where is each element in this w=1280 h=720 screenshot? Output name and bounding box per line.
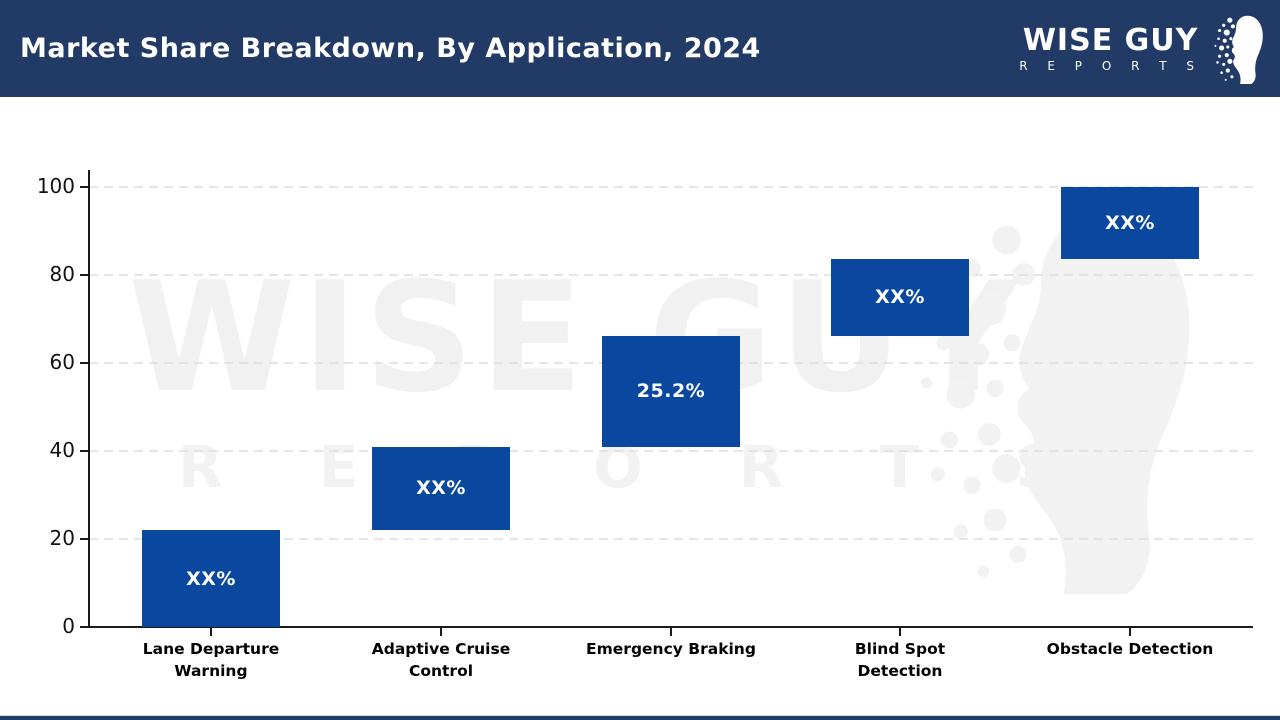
y-tick-label: 0 <box>62 614 75 638</box>
y-tick-label: 40 <box>49 438 75 462</box>
footer-accent-bar <box>0 716 1280 720</box>
x-tick-label: Lane Departure Warning <box>142 640 280 680</box>
bar-value-label: XX% <box>1105 212 1155 235</box>
watermark-subtitle: R E P O R T S <box>178 433 1096 501</box>
logo-subtitle: R E P O R T S <box>1019 58 1202 73</box>
bar-segment: XX% <box>372 446 510 531</box>
y-tick-label: 60 <box>49 350 75 374</box>
x-tick-label: Blind Spot Detection <box>854 640 946 680</box>
bar-segment: XX% <box>1061 187 1199 260</box>
chart-title: Market Share Breakdown, By Application, … <box>20 33 761 64</box>
bar-value-label: XX% <box>416 477 466 500</box>
wiseguy-logo: WISE GUY R E P O R T S <box>1019 13 1280 85</box>
bar-segment: XX% <box>831 259 969 336</box>
wiseguy-logo-text: WISE GUY R E P O R T S <box>1019 22 1202 73</box>
header-bar: Market Share Breakdown, By Application, … <box>0 0 1280 97</box>
y-tick-label: 100 <box>36 174 75 198</box>
footer-divider <box>0 715 1280 716</box>
wiseguy-face-logo-icon <box>1214 15 1263 84</box>
x-tick-label: Obstacle Detection <box>1046 640 1214 658</box>
x-tick-label: Adaptive Cruise Control <box>371 640 511 680</box>
y-tick-label: 20 <box>49 526 75 550</box>
bar-value-label: XX% <box>875 286 925 309</box>
y-tick-label: 80 <box>49 262 75 286</box>
bar-value-label: 25.2% <box>636 380 706 403</box>
bar-value-label: XX% <box>186 567 236 590</box>
bar-segment: XX% <box>142 530 280 627</box>
logo-wordmark: WISE GUY <box>1022 22 1199 58</box>
x-tick-label: Emergency Braking <box>586 640 756 658</box>
bar-segment: 25.2% <box>602 335 740 447</box>
